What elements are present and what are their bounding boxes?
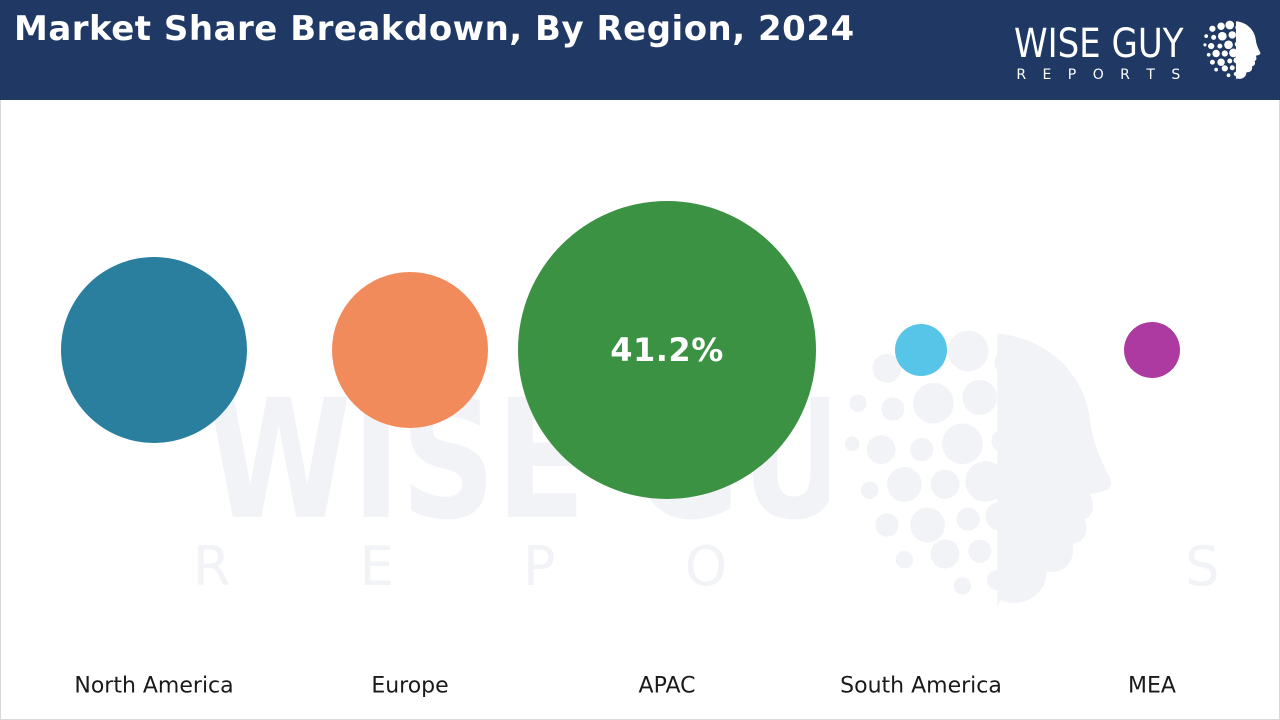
category-label-south-america: South America <box>840 673 1002 699</box>
category-label-north-america: North America <box>74 673 234 699</box>
category-label-apac: APAC <box>638 673 696 699</box>
category-label-europe: Europe <box>371 673 449 699</box>
bubble-europe[interactable] <box>332 272 488 428</box>
bubble-north-america[interactable] <box>61 257 247 443</box>
bubble-apac[interactable]: 41.2% <box>518 201 816 499</box>
bubble-south-america[interactable] <box>895 324 947 376</box>
bubble-value-label-apac: 41.2% <box>610 331 724 369</box>
logo-text: WISE GUY R E P O R T S <box>999 24 1198 83</box>
logo-subtitle: R E P O R T S <box>1016 67 1187 83</box>
category-label-mea: MEA <box>1128 673 1176 699</box>
bubble-mea[interactable] <box>1124 322 1180 378</box>
logo-wordmark: WISE GUY <box>1013 21 1184 67</box>
wise-guy-reports-logo: WISE GUY R E P O R T S <box>999 18 1262 100</box>
header-bar: Market Share Breakdown, By Region, 2024 … <box>0 0 1280 100</box>
page-title: Market Share Breakdown, By Region, 2024 <box>14 9 855 49</box>
